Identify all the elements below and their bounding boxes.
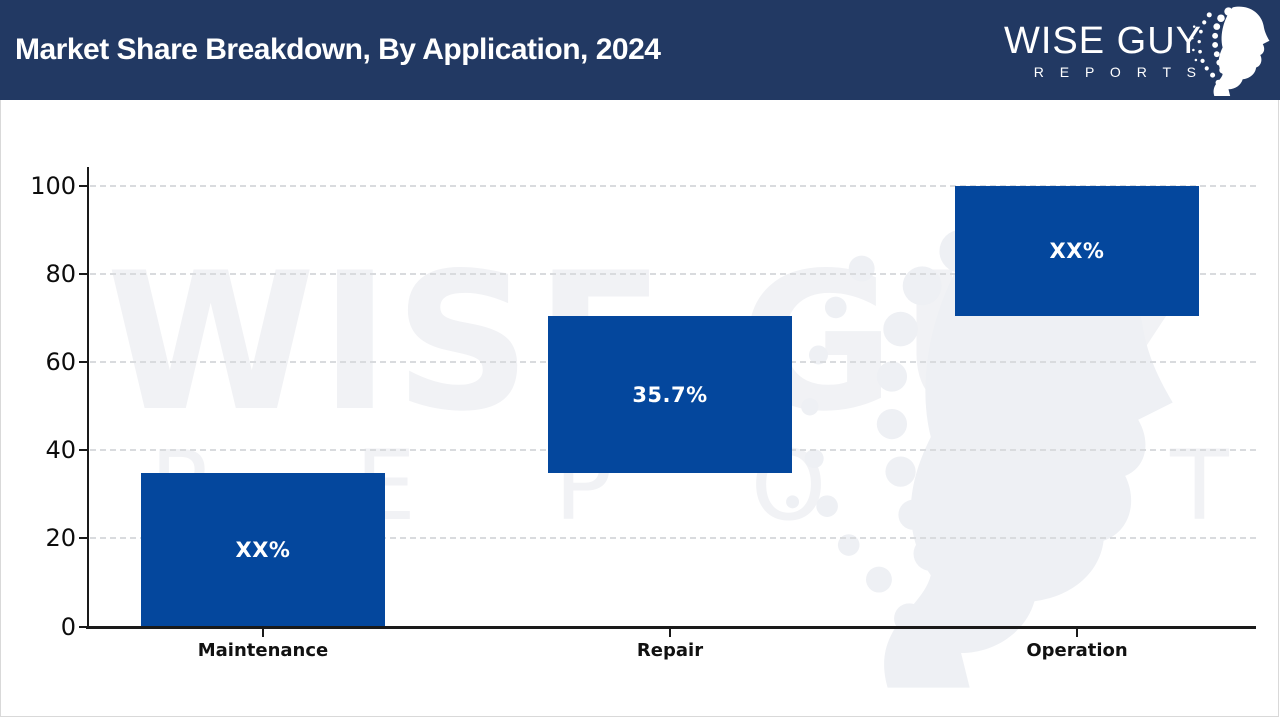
- gridline-20: [90, 537, 1256, 540]
- y-tick-label-40: 40: [45, 436, 76, 465]
- y-axis-line: [87, 167, 89, 629]
- y-tick-label-100: 100: [30, 172, 76, 200]
- y-tick-label-0: 0: [60, 612, 76, 641]
- y-tick-label-20: 20: [45, 524, 76, 553]
- bar-operation: XX%: [955, 186, 1199, 316]
- bar-maintenance: XX%: [141, 473, 385, 627]
- bar-value-label: XX%: [1049, 238, 1105, 263]
- dotted-head-profile-icon: [1188, 4, 1274, 96]
- y-tick-40: [79, 449, 88, 452]
- y-tick-60: [79, 361, 88, 364]
- x-axis-line: [86, 625, 1256, 629]
- y-tick-100: [79, 185, 88, 187]
- category-label-maintenance: Maintenance: [197, 640, 329, 661]
- logo-wordmark: WISE GUY: [1003, 19, 1202, 62]
- y-tick-label-60: 60: [45, 348, 76, 377]
- bar-value-label: XX%: [235, 537, 291, 562]
- header-bar: Market Share Breakdown, By Application, …: [0, 0, 1280, 100]
- category-label-operation: Operation: [1026, 640, 1128, 661]
- y-tick-20: [79, 537, 88, 540]
- y-tick-80: [79, 273, 88, 276]
- logo-subtext: R E P O R T S: [1033, 63, 1202, 80]
- x-tick-maintenance: [262, 628, 264, 637]
- gridline-80: [90, 273, 1256, 276]
- category-label-repair: Repair: [636, 640, 704, 661]
- y-tick-label-80: 80: [45, 260, 76, 289]
- x-tick-operation: [1076, 628, 1078, 637]
- y-tick-0: [79, 625, 88, 628]
- brand-logo-text: WISE GUY R E P O R T S: [1004, 22, 1202, 79]
- page-title: Market Share Breakdown, By Application, …: [15, 33, 661, 66]
- gridline-100: [90, 185, 1256, 187]
- bar-repair: 35.7%: [548, 315, 792, 474]
- brand-logo: WISE GUY R E P O R T S: [1004, 4, 1274, 96]
- bar-value-label: 35.7%: [632, 382, 708, 407]
- x-tick-repair: [669, 628, 671, 637]
